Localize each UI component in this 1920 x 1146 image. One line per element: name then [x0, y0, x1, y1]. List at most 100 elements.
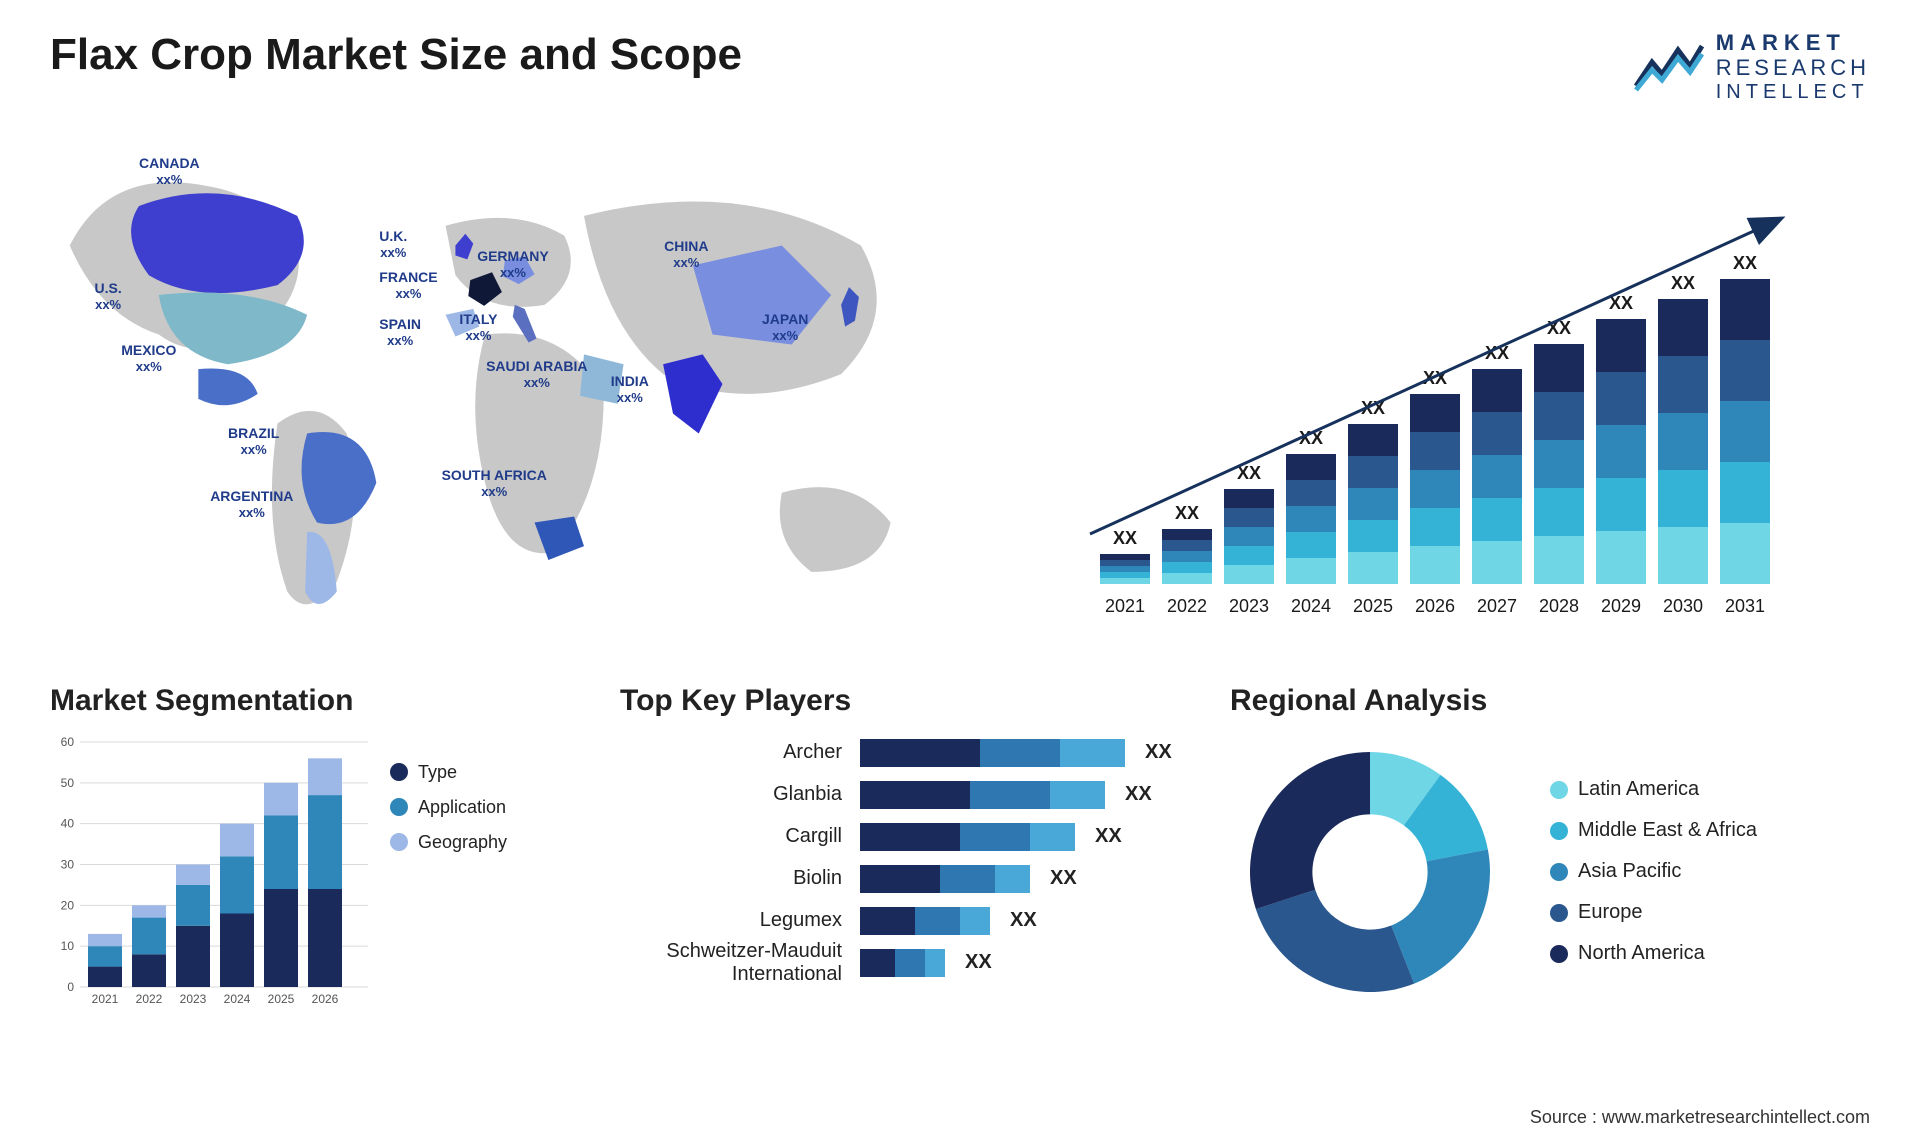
player-bar-segment: [940, 865, 995, 893]
growth-bar-segment: [1410, 432, 1460, 470]
growth-bar-segment: [1596, 372, 1646, 425]
growth-year-label: 2029: [1601, 596, 1641, 616]
growth-bar-segment: [1472, 369, 1522, 412]
svg-text:0: 0: [67, 980, 74, 994]
regional-title: Regional Analysis: [1230, 684, 1870, 718]
brand-logo: MARKET RESEARCH INTELLECT: [1634, 30, 1870, 104]
legend-swatch: [390, 833, 408, 851]
legend-label: Application: [418, 797, 506, 818]
segmentation-bar-segment: [88, 966, 122, 986]
growth-bar-segment: [1286, 480, 1336, 506]
player-bar: [860, 781, 1105, 809]
svg-text:40: 40: [61, 816, 75, 830]
legend-swatch: [1550, 945, 1568, 963]
player-bar-segment: [970, 781, 1050, 809]
map-country-label: BRAZILxx%: [228, 425, 279, 458]
player-bar-segment: [860, 865, 940, 893]
segmentation-bar-segment: [220, 823, 254, 856]
map-country-label: SPAINxx%: [379, 316, 421, 349]
growth-bar-label: XX: [1671, 273, 1695, 293]
segmentation-bar-segment: [264, 782, 298, 815]
segmentation-bar-segment: [176, 925, 210, 986]
growth-bar-segment: [1224, 546, 1274, 565]
player-bar-segment: [860, 907, 915, 935]
growth-year-label: 2031: [1725, 596, 1765, 616]
growth-bar-segment: [1720, 340, 1770, 401]
growth-bar-segment: [1472, 541, 1522, 584]
growth-bar-segment: [1410, 470, 1460, 508]
regional-legend-item: North America: [1550, 942, 1757, 965]
growth-bar-segment: [1348, 424, 1398, 456]
legend-swatch: [1550, 822, 1568, 840]
growth-bar-segment: [1534, 344, 1584, 392]
growth-year-label: 2025: [1353, 596, 1393, 616]
growth-bar-segment: [1658, 299, 1708, 356]
growth-bar-segment: [1224, 565, 1274, 584]
segmentation-bar-segment: [220, 856, 254, 913]
growth-bar-segment: [1720, 462, 1770, 523]
regional-legend-item: Middle East & Africa: [1550, 819, 1757, 842]
growth-bar-segment: [1348, 456, 1398, 488]
growth-bar-segment: [1596, 478, 1646, 531]
growth-bar-segment: [1162, 529, 1212, 540]
growth-bar-segment: [1534, 440, 1584, 488]
player-name: Schweitzer-Mauduit International: [620, 940, 850, 986]
growth-bar-label: XX: [1113, 528, 1137, 548]
legend-label: Europe: [1578, 901, 1643, 924]
growth-year-label: 2026: [1415, 596, 1455, 616]
legend-label: Middle East & Africa: [1578, 819, 1757, 842]
map-country-label: U.K.xx%: [379, 228, 407, 261]
donut-slice: [1250, 752, 1370, 909]
svg-text:30: 30: [61, 857, 75, 871]
regional-legend-item: Asia Pacific: [1550, 860, 1757, 883]
legend-swatch: [1550, 781, 1568, 799]
growth-bar-segment: [1596, 425, 1646, 478]
segmentation-bar-segment: [132, 905, 166, 917]
growth-bar-segment: [1596, 319, 1646, 372]
segmentation-bar-segment: [176, 864, 210, 884]
player-name: Legumex: [620, 909, 850, 932]
player-row: Archer XX: [620, 732, 1180, 774]
player-row: Cargill XX: [620, 816, 1180, 858]
growth-bar-segment: [1224, 489, 1274, 508]
segmentation-bar-segment: [132, 954, 166, 987]
player-bar-segment: [860, 823, 960, 851]
segmentation-bar-segment: [176, 885, 210, 926]
player-value: XX: [1050, 867, 1077, 890]
player-bar: [860, 865, 1030, 893]
segmentation-bar-segment: [308, 758, 342, 795]
key-players-list: Archer XX Glanbia XX Cargill XX Biolin X…: [620, 732, 1180, 984]
map-country-label: FRANCExx%: [379, 269, 437, 302]
segmentation-title: Market Segmentation: [50, 684, 570, 718]
map-country-label: CHINAxx%: [664, 238, 708, 271]
map-country-label: U.S.xx%: [95, 280, 122, 313]
segmentation-bar-segment: [220, 913, 254, 987]
growth-bar-segment: [1472, 412, 1522, 455]
key-players-panel: Top Key Players Archer XX Glanbia XX Car…: [620, 684, 1180, 1012]
player-value: XX: [1125, 783, 1152, 806]
player-bar-segment: [1060, 739, 1125, 767]
player-name: Glanbia: [620, 783, 850, 806]
svg-text:2023: 2023: [180, 992, 207, 1006]
growth-bar-segment: [1162, 573, 1212, 584]
player-bar: [860, 823, 1075, 851]
svg-text:2025: 2025: [268, 992, 295, 1006]
svg-text:2026: 2026: [312, 992, 339, 1006]
legend-swatch: [390, 798, 408, 816]
growth-year-label: 2027: [1477, 596, 1517, 616]
svg-text:50: 50: [61, 775, 75, 789]
legend-label: Latin America: [1578, 778, 1699, 801]
legend-label: North America: [1578, 942, 1705, 965]
map-country-label: MEXICOxx%: [121, 342, 176, 375]
player-value: XX: [1010, 909, 1037, 932]
growth-year-label: 2023: [1229, 596, 1269, 616]
segmentation-bar-segment: [308, 889, 342, 987]
segmentation-legend: TypeApplicationGeography: [390, 732, 507, 853]
player-row: Biolin XX: [620, 858, 1180, 900]
key-players-title: Top Key Players: [620, 684, 1180, 718]
growth-bar-segment: [1658, 356, 1708, 413]
regional-panel: Regional Analysis Latin America Middle Ea…: [1230, 684, 1870, 1012]
growth-bar-segment: [1410, 508, 1460, 546]
svg-text:60: 60: [61, 735, 75, 749]
player-row: Glanbia XX: [620, 774, 1180, 816]
